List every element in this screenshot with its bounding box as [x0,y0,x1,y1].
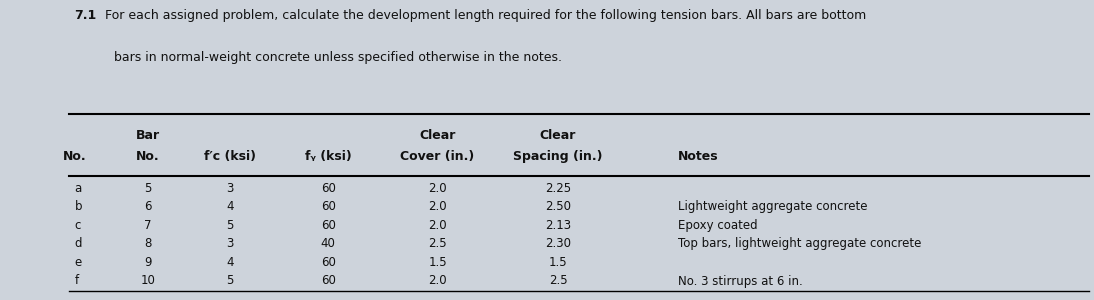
Text: Lightweight aggregate concrete: Lightweight aggregate concrete [678,200,868,213]
Text: Clear: Clear [539,129,577,142]
Text: 2.30: 2.30 [545,237,571,250]
Text: d: d [74,237,82,250]
Text: c: c [74,219,81,232]
Text: 2.25: 2.25 [545,182,571,194]
Text: 2.0: 2.0 [428,274,447,287]
Text: 1.5: 1.5 [428,256,447,269]
Text: 7.1: 7.1 [74,9,96,22]
Text: 60: 60 [321,200,336,213]
Text: 60: 60 [321,274,336,287]
Text: 2.0: 2.0 [428,182,447,194]
Text: 7: 7 [144,219,151,232]
Text: 4: 4 [226,200,233,213]
Text: Cover (in.): Cover (in.) [400,150,475,163]
Text: 5: 5 [226,219,233,232]
Text: No. 3 stirrups at 6 in.: No. 3 stirrups at 6 in. [678,274,803,287]
Text: 1.5: 1.5 [548,256,568,269]
Text: a: a [74,182,82,194]
Text: 60: 60 [321,256,336,269]
Text: Epoxy coated: Epoxy coated [678,219,758,232]
Text: 3: 3 [226,182,233,194]
Text: 5: 5 [144,182,151,194]
Text: Bar: Bar [136,129,160,142]
Text: 2.50: 2.50 [545,200,571,213]
Text: No.: No. [62,150,86,163]
Text: f′ᴄ (ksi): f′ᴄ (ksi) [203,150,256,163]
Text: bars in normal-weight concrete unless specified otherwise in the notes.: bars in normal-weight concrete unless sp… [114,51,562,64]
Text: Top bars, lightweight aggregate concrete: Top bars, lightweight aggregate concrete [678,237,921,250]
Text: f: f [74,274,79,287]
Text: b: b [74,200,82,213]
Text: For each assigned problem, calculate the development length required for the fol: For each assigned problem, calculate the… [101,9,865,22]
Text: 60: 60 [321,182,336,194]
Text: 5: 5 [226,274,233,287]
Text: 2.0: 2.0 [428,219,447,232]
Text: 2.13: 2.13 [545,219,571,232]
Text: fᵧ (ksi): fᵧ (ksi) [305,150,351,163]
Text: 8: 8 [144,237,151,250]
Text: 2.5: 2.5 [428,237,447,250]
Text: e: e [74,256,82,269]
Text: 9: 9 [144,256,151,269]
Text: 2.5: 2.5 [548,274,568,287]
Text: 40: 40 [321,237,336,250]
Text: Spacing (in.): Spacing (in.) [513,150,603,163]
Text: 2.0: 2.0 [428,200,447,213]
Text: 10: 10 [140,274,155,287]
Text: Clear: Clear [419,129,456,142]
Text: 4: 4 [226,256,233,269]
Text: No.: No. [136,150,160,163]
Text: 6: 6 [144,200,151,213]
Text: Notes: Notes [678,150,719,163]
Text: 60: 60 [321,219,336,232]
Text: 3: 3 [226,237,233,250]
